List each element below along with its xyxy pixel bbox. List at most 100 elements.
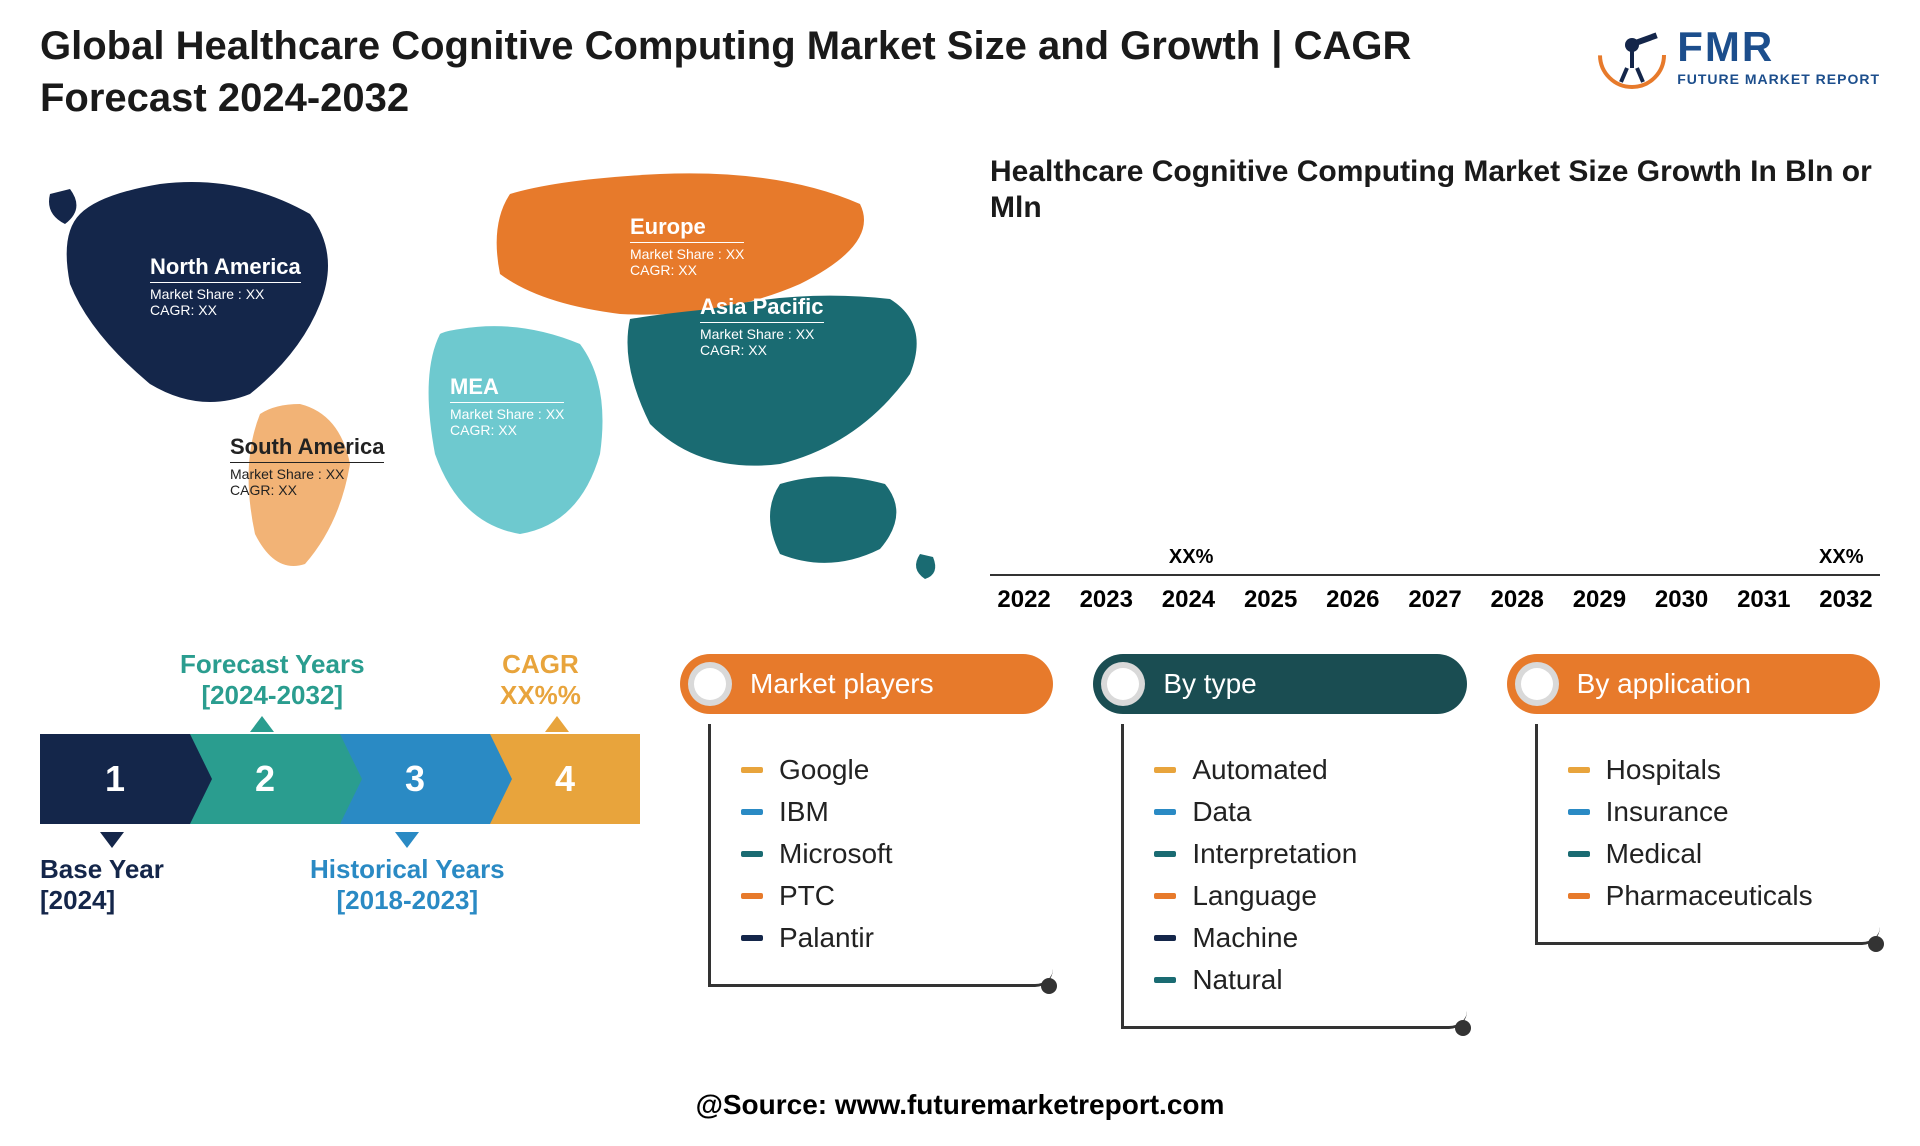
logo-main-text: FMR (1677, 23, 1880, 71)
bullet-icon (1568, 767, 1590, 773)
bullet-icon (741, 767, 763, 773)
list-item: Data (1154, 796, 1446, 828)
card-title: Market players (750, 668, 934, 700)
arrow-up-icon (545, 716, 569, 732)
list-item-label: Automated (1192, 754, 1327, 786)
list-item: Palantir (741, 922, 1033, 954)
list-item-label: Microsoft (779, 838, 893, 870)
list-item-label: Data (1192, 796, 1251, 828)
list-item: Interpretation (1154, 838, 1446, 870)
cagr-label: CAGR XX%% (500, 649, 581, 711)
bar-annotation: XX% (1819, 546, 1863, 569)
card-body: Google IBM Microsoft PTC Palantir (708, 724, 1053, 987)
region-label-sa: South AmericaMarket Share : XXCAGR: XX (230, 434, 384, 498)
list-item-label: IBM (779, 796, 829, 828)
card-header-pill: By application (1507, 654, 1880, 714)
list-item: Language (1154, 880, 1446, 912)
bar-x-label: 2022 (990, 586, 1058, 614)
list-item: PTC (741, 880, 1033, 912)
bar-x-label: 2032 (1812, 586, 1880, 614)
bar-x-label: 2029 (1565, 586, 1633, 614)
bar-x-label: 2027 (1401, 586, 1469, 614)
bullet-icon (741, 851, 763, 857)
region-label-eu: EuropeMarket Share : XXCAGR: XX (630, 214, 744, 278)
list-item: Machine (1154, 922, 1446, 954)
base-year-label: Base Year [2024] (40, 854, 164, 916)
bullet-icon (1568, 893, 1590, 899)
list-item-label: Natural (1192, 964, 1282, 996)
bar-x-label: 2031 (1730, 586, 1798, 614)
pill-dot-icon (688, 662, 732, 706)
historical-years-label: Historical Years [2018-2023] (310, 854, 505, 916)
region-label-ap: Asia PacificMarket Share : XXCAGR: XX (700, 294, 824, 358)
card-title: By application (1577, 668, 1751, 700)
list-item-label: Insurance (1606, 796, 1729, 828)
brand-logo: FMR FUTURE MARKET REPORT (1597, 20, 1880, 90)
card-body: Automated Data Interpretation Language Machi… (1121, 724, 1466, 1029)
bar-annotation: XX% (1169, 546, 1213, 569)
card-header-pill: By type (1093, 654, 1466, 714)
list-item-label: PTC (779, 880, 835, 912)
region-label-mea: MEAMarket Share : XXCAGR: XX (450, 374, 564, 438)
bullet-icon (1154, 767, 1176, 773)
bullet-icon (1568, 809, 1590, 815)
list-item: IBM (741, 796, 1033, 828)
list-item: Microsoft (741, 838, 1033, 870)
pill-dot-icon (1101, 662, 1145, 706)
list-item-label: Machine (1192, 922, 1298, 954)
bar-x-label: 2030 (1648, 586, 1716, 614)
map-region-au (770, 477, 896, 563)
source-attribution: @Source: www.futuremarketreport.com (40, 1089, 1880, 1121)
cards-container: Market players Google IBM Microsoft PTC Palan… (680, 654, 1880, 1029)
list-item: Natural (1154, 964, 1446, 996)
bar-x-label: 2028 (1483, 586, 1551, 614)
bullet-icon (1154, 977, 1176, 983)
bullet-icon (1154, 809, 1176, 815)
list-item: Medical (1568, 838, 1860, 870)
chart-title: Healthcare Cognitive Computing Market Si… (990, 154, 1880, 226)
timeline-segment: 1 (40, 734, 190, 824)
header: Global Healthcare Cognitive Computing Ma… (40, 20, 1880, 124)
bullet-icon (1568, 851, 1590, 857)
telescope-icon (1597, 20, 1667, 90)
list-card: By type Automated Data Interpretation Langua… (1093, 654, 1466, 1029)
chart-bars: XX% XX% (990, 246, 1880, 576)
map-region-nz (916, 554, 935, 579)
bar-x-label: 2026 (1319, 586, 1387, 614)
card-title: By type (1163, 668, 1256, 700)
list-card: By application Hospitals Insurance Medical P… (1507, 654, 1880, 1029)
top-section: North AmericaMarket Share : XXCAGR: XX So… (40, 154, 1880, 614)
card-body: Hospitals Insurance Medical Pharmaceuticals (1535, 724, 1880, 945)
card-header-pill: Market players (680, 654, 1053, 714)
bullet-icon (741, 893, 763, 899)
list-item-label: Language (1192, 880, 1317, 912)
world-map: North AmericaMarket Share : XXCAGR: XX So… (40, 154, 960, 584)
list-item: Pharmaceuticals (1568, 880, 1860, 912)
timeline-strip: 1234 (40, 734, 640, 824)
list-item-label: Medical (1606, 838, 1702, 870)
forecast-years-label: Forecast Years [2024-2032] (180, 649, 365, 711)
arrow-down-icon (395, 832, 419, 848)
list-item: Insurance (1568, 796, 1860, 828)
region-label-na: North AmericaMarket Share : XXCAGR: XX (150, 254, 301, 318)
arrow-down-icon (100, 832, 124, 848)
pill-dot-icon (1515, 662, 1559, 706)
list-item-label: Palantir (779, 922, 874, 954)
bullet-icon (1154, 851, 1176, 857)
list-item-label: Interpretation (1192, 838, 1357, 870)
list-item-label: Hospitals (1606, 754, 1721, 786)
bullet-icon (1154, 893, 1176, 899)
timeline-segment: 2 (190, 734, 340, 824)
bullet-icon (741, 809, 763, 815)
bar-x-label: 2023 (1072, 586, 1140, 614)
page-title: Global Healthcare Cognitive Computing Ma… (40, 20, 1540, 124)
bullet-icon (1154, 935, 1176, 941)
bar-chart: Healthcare Cognitive Computing Market Si… (990, 154, 1880, 614)
bar-x-label: 2025 (1237, 586, 1305, 614)
logo-sub-text: FUTURE MARKET REPORT (1677, 71, 1880, 87)
list-item: Google (741, 754, 1033, 786)
timeline: Forecast Years [2024-2032] CAGR XX%% 123… (40, 654, 640, 1029)
list-item-label: Pharmaceuticals (1606, 880, 1813, 912)
list-item: Hospitals (1568, 754, 1860, 786)
timeline-segment: 4 (490, 734, 640, 824)
